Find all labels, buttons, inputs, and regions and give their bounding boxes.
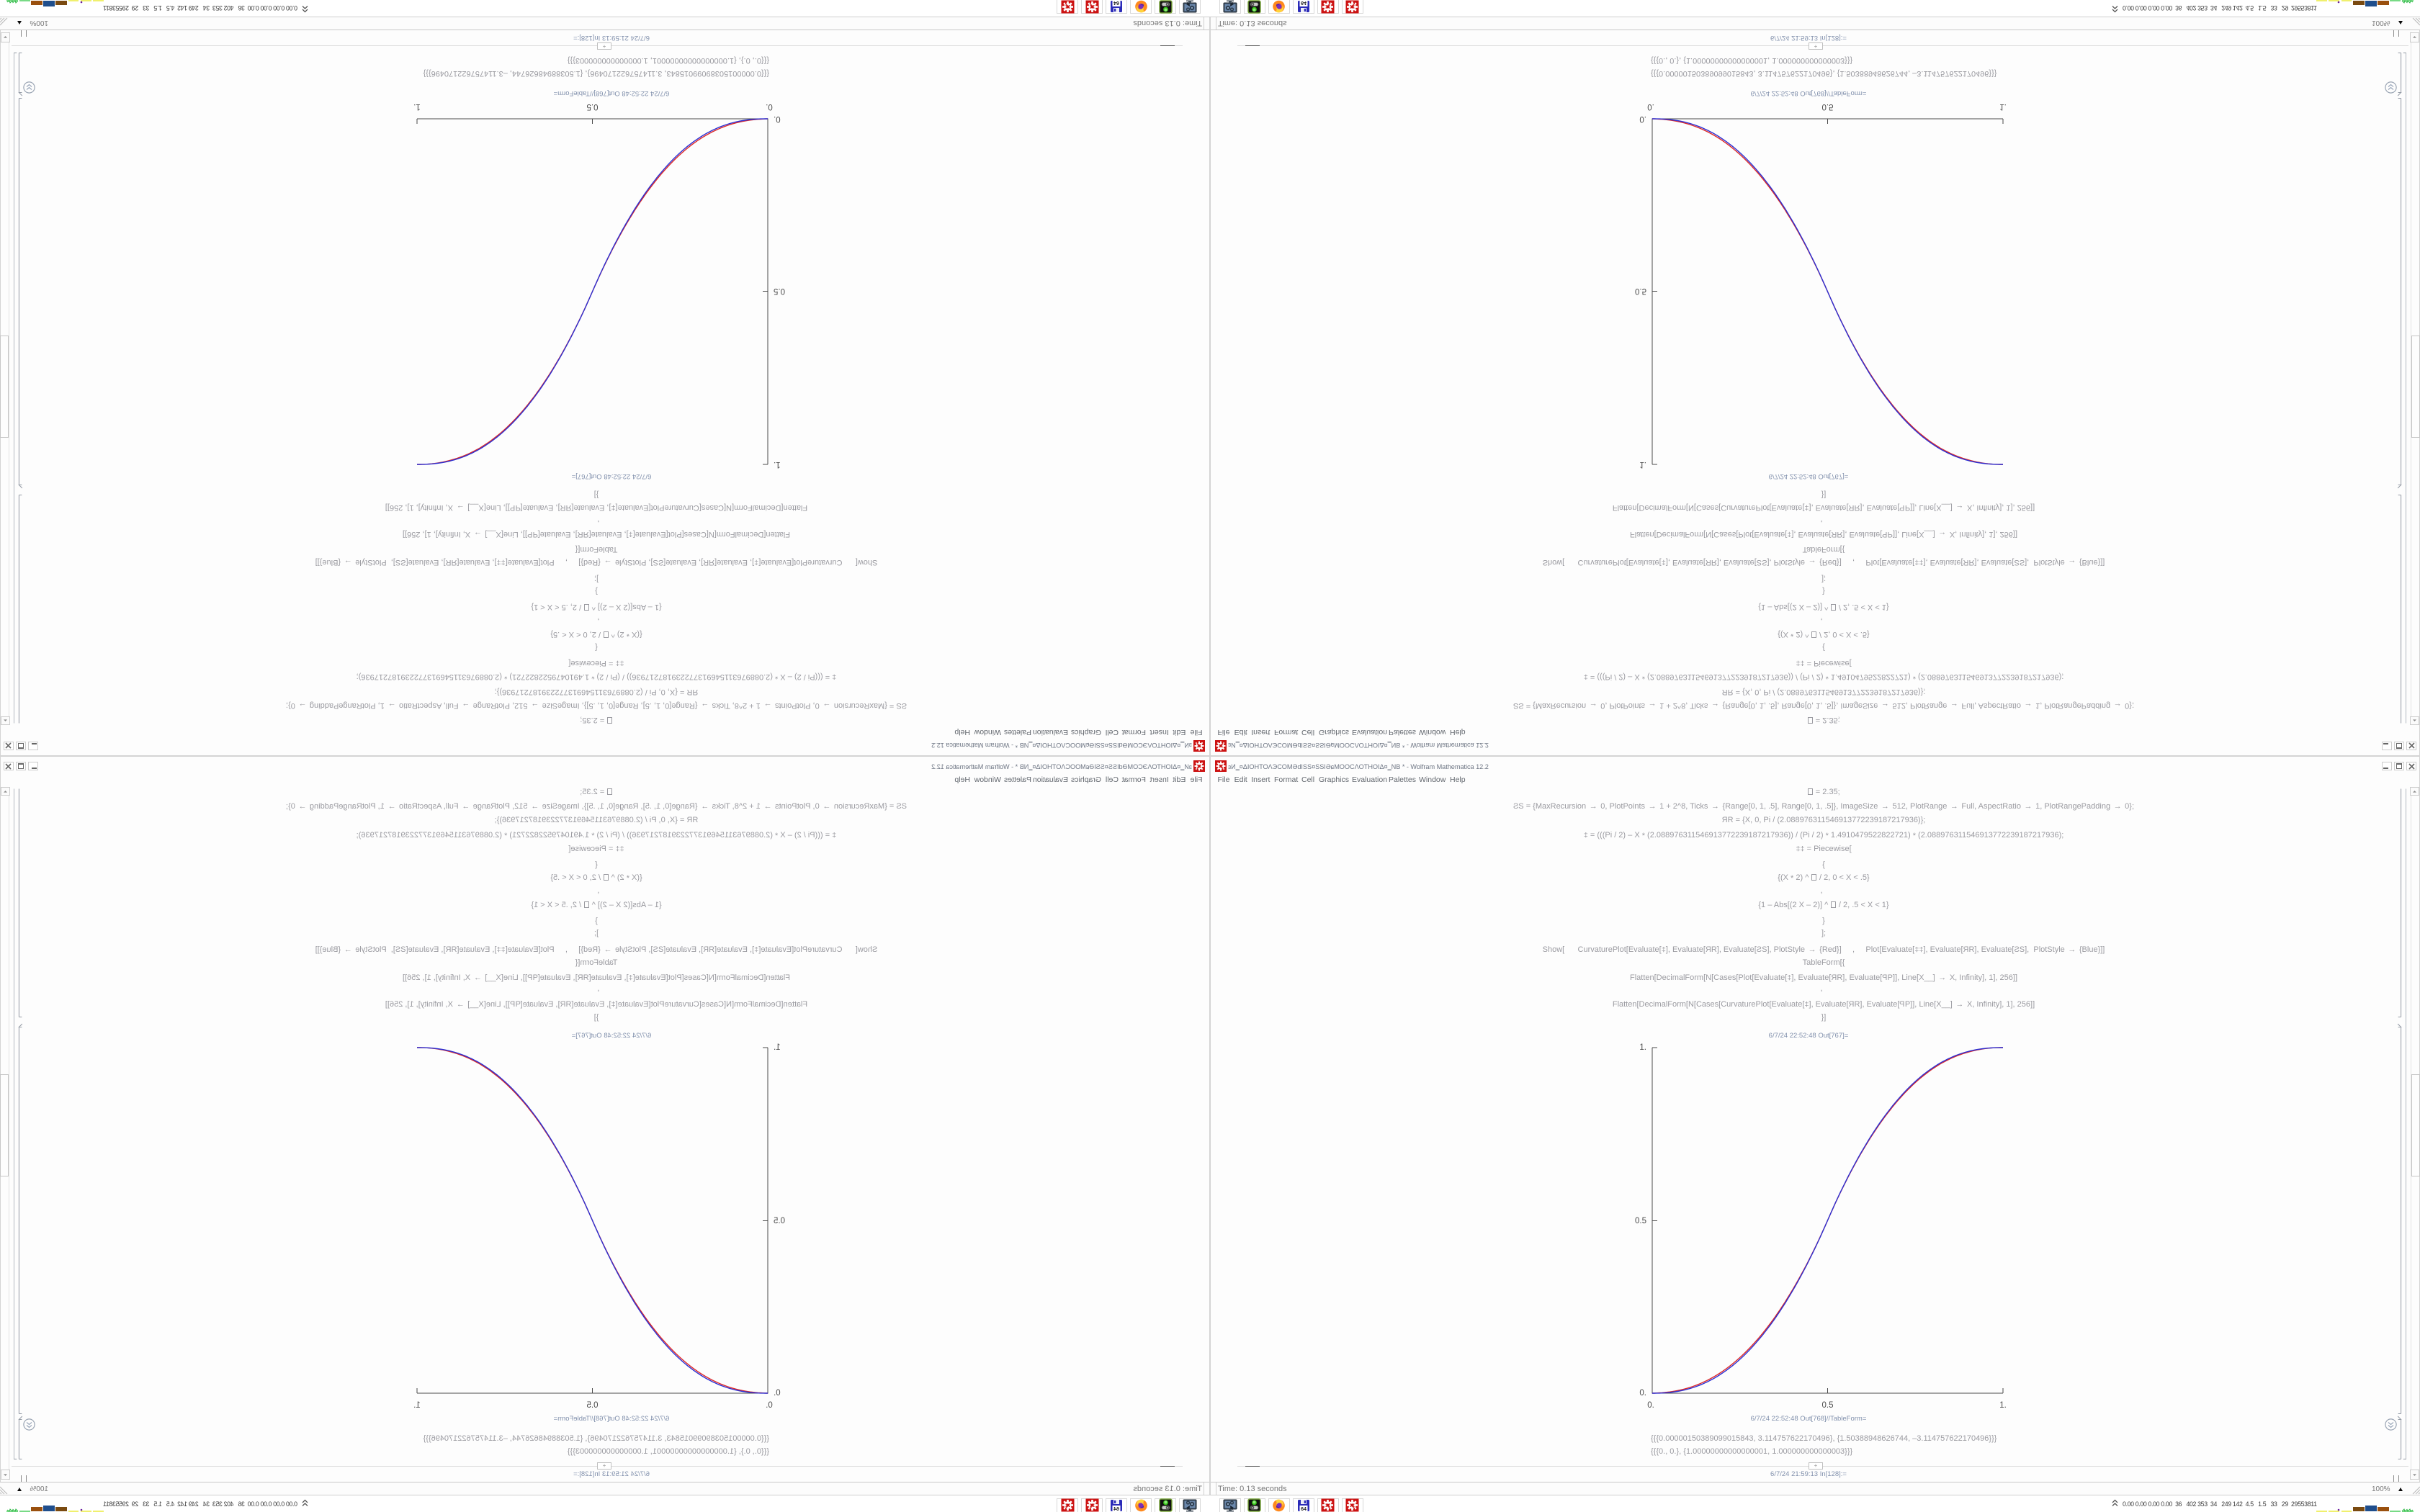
svg-text:64: 64: [1301, 1506, 1307, 1511]
svg-text:64: 64: [1113, 1506, 1119, 1511]
svg-text:64: 64: [1301, 1, 1307, 6]
svg-text:64: 64: [1113, 1, 1119, 6]
